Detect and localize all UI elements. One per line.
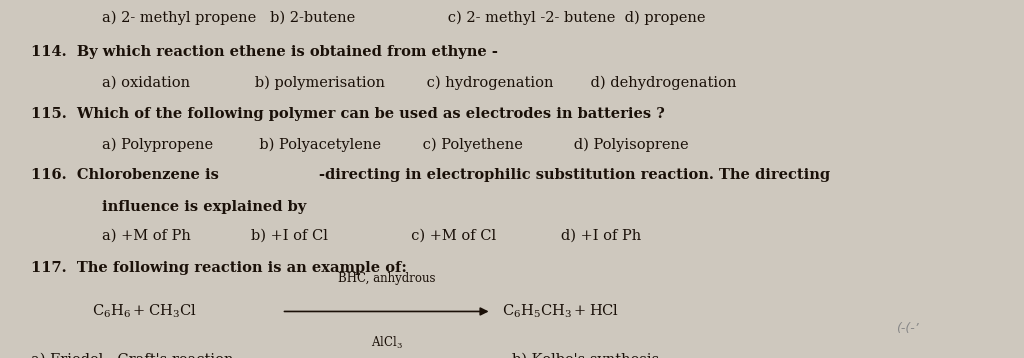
Text: influence is explained by: influence is explained by: [102, 200, 306, 214]
Text: 116.  Chlorobenzene is: 116. Chlorobenzene is: [31, 168, 223, 182]
Text: 117.  The following reaction is an example of:: 117. The following reaction is an exampl…: [31, 261, 407, 275]
Text: a) 2- methyl propene   b) 2-butene                    c) 2- methyl -2- butene  d: a) 2- methyl propene b) 2-butene c) 2- m…: [102, 11, 706, 25]
Text: $\mathregular{AlCl_3}$: $\mathregular{AlCl_3}$: [371, 335, 402, 351]
Text: BHC, anhydrous: BHC, anhydrous: [338, 272, 435, 285]
Text: 114.  By which reaction ethene is obtained from ethyne -: 114. By which reaction ethene is obtaine…: [31, 45, 498, 59]
Text: a) Polypropene          b) Polyacetylene         c) Polyethene           d) Poly: a) Polypropene b) Polyacetylene c) Polye…: [102, 138, 689, 152]
Text: b) Kolbe's synthesis: b) Kolbe's synthesis: [512, 353, 659, 358]
Text: (-(-’: (-(-’: [896, 322, 919, 335]
Text: -directing in electrophilic substitution reaction. The directing: -directing in electrophilic substitution…: [318, 168, 829, 182]
Text: a) Friedel - Craft's reaction: a) Friedel - Craft's reaction: [31, 353, 233, 358]
Text: a) oxidation              b) polymerisation         c) hydrogenation        d) d: a) oxidation b) polymerisation c) hydrog…: [102, 75, 737, 90]
Text: a) +M of Ph             b) +I of Cl                  c) +M of Cl              d): a) +M of Ph b) +I of Cl c) +M of Cl d): [102, 229, 642, 243]
Text: 115.  Which of the following polymer can be used as electrodes in batteries ?: 115. Which of the following polymer can …: [31, 107, 665, 121]
Text: $\mathregular{C_6H_5CH_3 + HCl}$: $\mathregular{C_6H_5CH_3 + HCl}$: [502, 303, 618, 320]
Text: $\mathregular{C_6H_6 + CH_3Cl}$: $\mathregular{C_6H_6 + CH_3Cl}$: [92, 303, 197, 320]
